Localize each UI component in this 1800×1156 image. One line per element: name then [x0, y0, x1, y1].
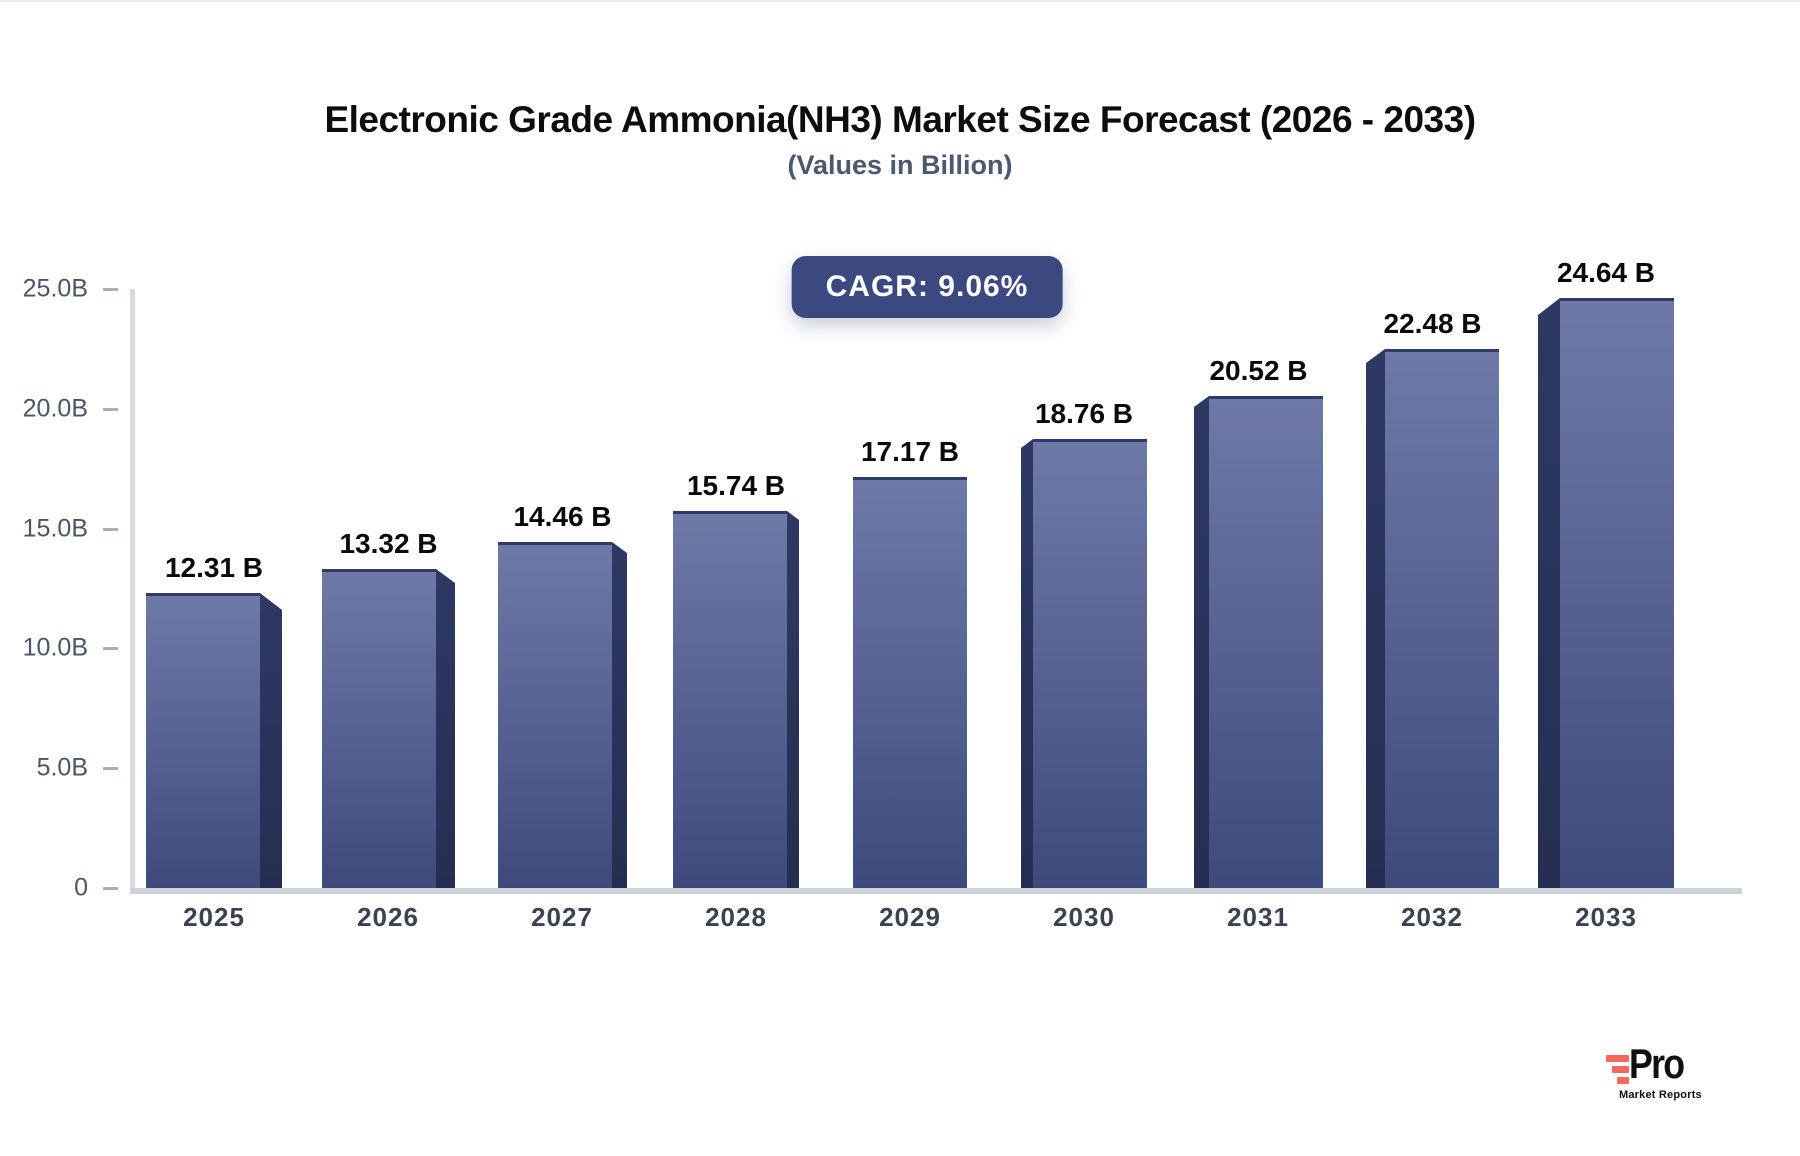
- chart-bar-2026: 13.32 B: [322, 528, 455, 888]
- x-axis-label-2032: 2032: [1401, 902, 1463, 932]
- bar-front-face: [498, 542, 612, 888]
- y-tick-mark: [103, 767, 118, 770]
- x-axis-label-2030: 2030: [1053, 902, 1115, 932]
- bar-side-face: [612, 542, 627, 888]
- x-axis-label-2031: 2031: [1227, 902, 1289, 932]
- y-tick-mark: [103, 647, 118, 650]
- chart-bar-2031: 20.52 B: [1194, 355, 1323, 888]
- x-axis-label-2033: 2033: [1575, 902, 1637, 932]
- x-axis-label-2027: 2027: [531, 902, 593, 932]
- bar-value-label: 12.31 B: [164, 552, 264, 583]
- bar-side-face: [1021, 439, 1033, 888]
- pro-market-reports-logo: Pro Market Reports: [1606, 1040, 1702, 1101]
- y-tick-label: 20.0B: [22, 394, 88, 423]
- bar-front-face: [322, 569, 436, 888]
- y-tick-label: 10.0B: [22, 633, 88, 662]
- bar-value-label: 14.46 B: [513, 501, 612, 532]
- logo-bar-icon: [1612, 1066, 1629, 1073]
- chart-bar-2028: 15.74 B: [673, 470, 799, 888]
- chart-title: Electronic Grade Ammonia(NH3) Market Siz…: [324, 99, 1476, 140]
- x-axis-label-2028: 2028: [705, 902, 767, 932]
- bar-side-face: [1538, 298, 1560, 888]
- y-axis-line: [130, 289, 135, 891]
- logo-subtext: Market Reports: [1619, 1089, 1702, 1101]
- chart-bar-2032: 22.48 B: [1366, 308, 1499, 888]
- x-axis-baseline: [130, 888, 1742, 894]
- bar-value-label: 22.48 B: [1383, 308, 1482, 339]
- logo-brand-text: Pro: [1629, 1040, 1685, 1087]
- x-axis-label-2025: 2025: [183, 902, 245, 932]
- chart-bar-2033: 24.64 B: [1538, 257, 1674, 888]
- chart-bar-2029: 17.17 B: [853, 436, 967, 888]
- bar-side-face: [1194, 396, 1209, 888]
- bar-side-face: [1366, 349, 1385, 888]
- x-axis-label-2029: 2029: [879, 902, 941, 932]
- bar-front-face: [1033, 439, 1147, 888]
- bar-front-face: [1209, 396, 1323, 888]
- y-tick-label: 5.0B: [36, 753, 88, 782]
- bar-front-face: [1560, 298, 1674, 888]
- bar-side-face: [436, 569, 455, 888]
- x-axis-label-2026: 2026: [357, 902, 419, 932]
- bar-value-label: 13.32 B: [339, 528, 438, 559]
- logo-bar-icon: [1606, 1055, 1629, 1062]
- bar-front-face: [853, 477, 967, 888]
- logo-speed-bars-icon: [1606, 1055, 1629, 1088]
- plot-area: 25.0B 20.0B 15.0B 10.0B 5.0B 0 12.31 B 13.32 B…: [23, 257, 1742, 932]
- bar-value-label: 20.52 B: [1209, 355, 1308, 386]
- chart-bar-2030: 18.76 B: [1021, 398, 1147, 888]
- bar-side-face: [260, 593, 282, 888]
- cagr-badge: CAGR: 9.06%: [791, 256, 1063, 318]
- bar-front-face: [673, 511, 787, 888]
- bar-value-label: 24.64 B: [1556, 257, 1656, 288]
- bar-value-label: 17.17 B: [860, 436, 960, 467]
- y-tick-label: 0: [74, 873, 88, 902]
- y-tick-label: 15.0B: [22, 514, 88, 543]
- chart-bar-2027: 14.46 B: [498, 501, 627, 888]
- bar-value-label: 18.76 B: [1034, 398, 1134, 429]
- bar-front-face: [1385, 349, 1499, 888]
- chart-subtitle: (Values in Billion): [787, 150, 1013, 180]
- logo-bar-icon: [1617, 1077, 1629, 1084]
- y-tick-mark: [103, 887, 118, 890]
- bar-side-face: [787, 511, 799, 888]
- y-tick-mark: [103, 528, 118, 531]
- y-tick-label: 25.0B: [22, 274, 88, 303]
- chart-bar-2025: 12.31 B: [146, 552, 282, 888]
- y-tick-mark: [103, 408, 118, 411]
- y-tick-mark: [103, 288, 118, 291]
- bar-front-face: [146, 593, 260, 888]
- bar-value-label: 15.74 B: [686, 470, 786, 501]
